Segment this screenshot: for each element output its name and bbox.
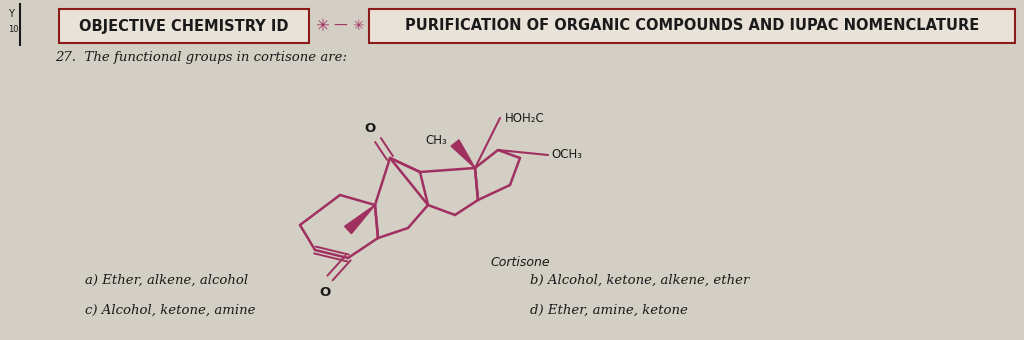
Text: ✳: ✳ — [315, 17, 329, 35]
FancyBboxPatch shape — [59, 9, 309, 43]
Polygon shape — [345, 205, 375, 234]
Text: CH₃: CH₃ — [425, 135, 447, 148]
Text: c) Alcohol, ketone, amine: c) Alcohol, ketone, amine — [85, 304, 256, 317]
Text: OCH₃: OCH₃ — [551, 149, 582, 162]
Polygon shape — [452, 140, 475, 168]
Text: HOH₂C: HOH₂C — [505, 112, 545, 124]
Text: 27.  The functional groups in cortisone are:: 27. The functional groups in cortisone a… — [55, 51, 347, 64]
Text: OBJECTIVE CHEMISTRY ID: OBJECTIVE CHEMISTRY ID — [79, 18, 289, 34]
Text: PURIFICATION OF ORGANIC COMPOUNDS AND IUPAC NOMENCLATURE: PURIFICATION OF ORGANIC COMPOUNDS AND IU… — [404, 18, 979, 34]
Text: d) Ether, amine, ketone: d) Ether, amine, ketone — [530, 304, 688, 317]
Text: O: O — [319, 286, 331, 299]
Text: 10: 10 — [8, 26, 18, 34]
Text: ✳: ✳ — [352, 19, 364, 33]
Text: —: — — [333, 19, 347, 33]
Text: a) Ether, alkene, alcohol: a) Ether, alkene, alcohol — [85, 273, 248, 287]
FancyBboxPatch shape — [369, 9, 1015, 43]
Text: b) Alcohol, ketone, alkene, ether: b) Alcohol, ketone, alkene, ether — [530, 273, 750, 287]
Text: Cortisone: Cortisone — [490, 255, 550, 269]
Text: Y: Y — [8, 9, 14, 19]
Text: O: O — [365, 122, 376, 135]
